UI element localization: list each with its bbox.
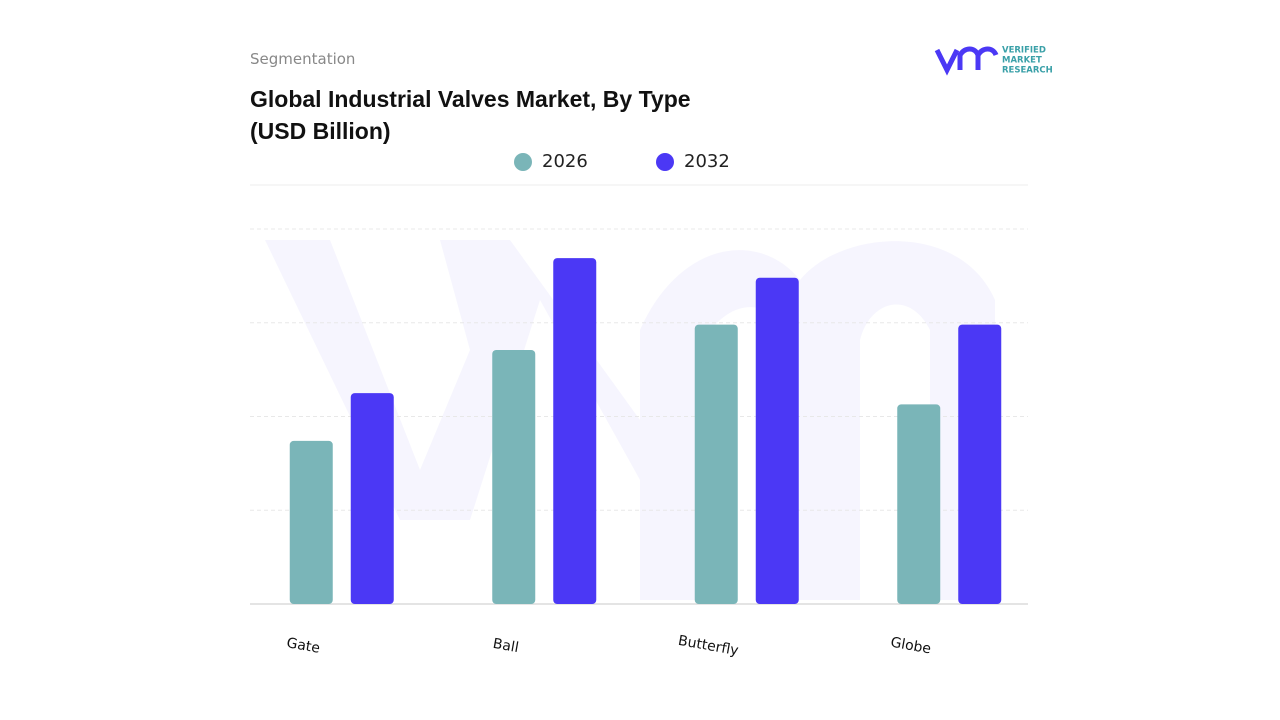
logo-text: VERIFIED [1002, 46, 1046, 56]
bar [897, 404, 941, 604]
logo-text: RESEARCH [1002, 66, 1053, 76]
bar [350, 393, 394, 604]
legend-swatch [656, 153, 674, 171]
x-tick-label: Ball [492, 636, 520, 656]
x-tick-label: Globe [889, 635, 932, 658]
logo-text: MARKET [1002, 56, 1042, 66]
bar [694, 324, 738, 604]
logo-mark [934, 46, 999, 76]
bar [958, 324, 1002, 604]
legend-label: 2026 [542, 151, 588, 172]
chart-title: Global Industrial Valves Market, By Type… [250, 86, 691, 144]
bar [553, 258, 597, 604]
bar [755, 277, 799, 604]
legend-label: 2032 [684, 151, 730, 172]
bar [289, 440, 333, 604]
legend-swatch [514, 153, 532, 171]
x-tick-label: Butterfly [677, 633, 740, 659]
logo: VERIFIED MARKET RESEARCH [934, 46, 1053, 76]
bar [492, 349, 536, 604]
x-tick-label: Gate [285, 635, 321, 657]
section-label: Segmentation [250, 50, 356, 68]
